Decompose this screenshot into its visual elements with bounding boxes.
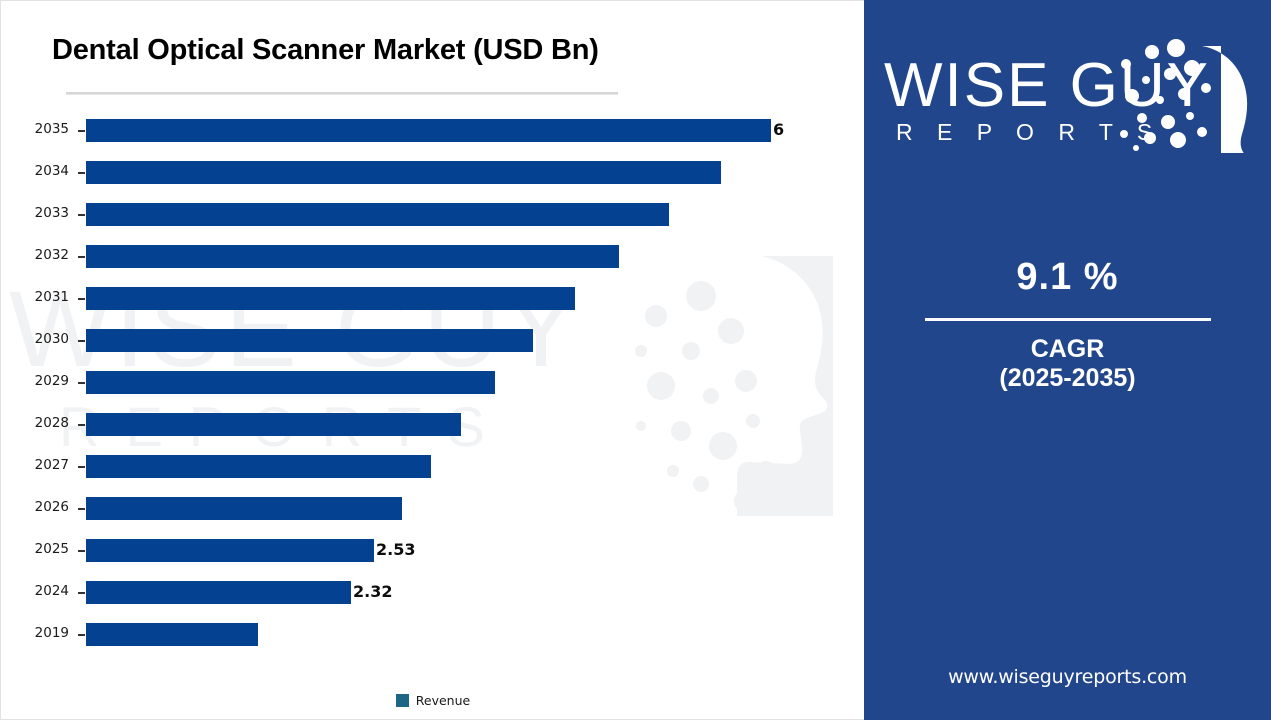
bar-row: 2028 bbox=[1, 403, 864, 445]
y-axis-label: 2033 bbox=[34, 205, 69, 221]
bar-revenue[interactable] bbox=[86, 454, 431, 478]
y-axis-label: 2034 bbox=[34, 163, 69, 179]
y-axis-label: 2035 bbox=[34, 121, 69, 137]
bar-revenue[interactable] bbox=[86, 538, 374, 562]
chart-panel: Dental Optical Scanner Market (USD Bn) W… bbox=[0, 0, 864, 720]
bar-row: 2024 2.32 bbox=[1, 571, 864, 613]
bar-revenue[interactable] bbox=[86, 286, 575, 310]
chart-legend: Revenue bbox=[1, 693, 864, 708]
y-axis-tick bbox=[78, 550, 85, 552]
cagr-block: 9.1 % CAGR (2025-2035) bbox=[864, 256, 1271, 394]
cagr-label-line1: CAGR bbox=[1030, 334, 1105, 363]
y-axis-tick bbox=[78, 466, 85, 468]
page-title: Dental Optical Scanner Market (USD Bn) bbox=[52, 34, 599, 66]
y-axis-label: 2032 bbox=[34, 247, 69, 263]
bar-revenue[interactable] bbox=[86, 622, 258, 646]
cagr-label-line2: (2025-2035) bbox=[999, 364, 1136, 393]
bar-row: 2025 2.53 bbox=[1, 529, 864, 571]
y-axis-tick bbox=[78, 340, 85, 342]
legend-swatch-revenue bbox=[395, 694, 409, 707]
website-url[interactable]: www.wiseguyreports.com bbox=[948, 666, 1187, 688]
logo-wordmark-primary: WISE GUY bbox=[884, 51, 1210, 120]
y-axis-label: 2024 bbox=[34, 583, 69, 599]
bar-row: 2035 6 bbox=[1, 109, 864, 151]
y-axis-label: 2028 bbox=[34, 415, 69, 431]
y-axis-label: 2030 bbox=[34, 331, 69, 347]
y-axis-label: 2019 bbox=[34, 625, 69, 641]
bar-revenue[interactable] bbox=[86, 202, 669, 226]
plot-area: 2035 6 2034 2033 2032 2031 2030 2029 2028 2027 202… bbox=[1, 109, 864, 654]
bar-row: 2032 bbox=[1, 235, 864, 277]
y-axis-label: 2025 bbox=[34, 541, 69, 557]
bar-row: 2031 bbox=[1, 277, 864, 319]
bar-revenue[interactable] bbox=[86, 496, 402, 520]
y-axis-tick bbox=[78, 592, 85, 594]
y-axis-tick bbox=[78, 172, 85, 174]
y-axis-label: 2026 bbox=[34, 499, 69, 515]
y-axis-tick bbox=[78, 382, 85, 384]
cagr-value: 9.1 % bbox=[1016, 256, 1119, 298]
cagr-divider bbox=[924, 317, 1211, 321]
dotted-head-profile-icon bbox=[1120, 39, 1251, 238]
bar-revenue[interactable] bbox=[86, 160, 721, 184]
bar-revenue[interactable] bbox=[86, 118, 771, 142]
bar-value-label: 2.32 bbox=[353, 582, 393, 601]
bar-row: 2034 bbox=[1, 151, 864, 193]
bar-value-label: 6 bbox=[773, 120, 785, 139]
brand-logo: WISE GUY R E P O R T S bbox=[884, 38, 1254, 238]
y-axis-tick bbox=[78, 256, 85, 258]
logo-wordmark-secondary: R E P O R T S bbox=[896, 119, 1161, 145]
bar-row: 2027 bbox=[1, 445, 864, 487]
bar-revenue[interactable] bbox=[86, 244, 619, 268]
y-axis-tick bbox=[78, 634, 85, 636]
y-axis-tick bbox=[78, 508, 85, 510]
bar-row: 2026 bbox=[1, 487, 864, 529]
bar-revenue[interactable] bbox=[86, 328, 533, 352]
y-axis-tick bbox=[78, 214, 85, 216]
sidebar-panel: WISE GUY R E P O R T S 9.1 % bbox=[864, 0, 1271, 720]
title-divider bbox=[66, 92, 618, 95]
y-axis-label: 2029 bbox=[34, 373, 69, 389]
y-axis-tick bbox=[78, 424, 85, 426]
bar-row: 2030 bbox=[1, 319, 864, 361]
bar-row: 2029 bbox=[1, 361, 864, 403]
bar-revenue[interactable] bbox=[86, 580, 351, 604]
y-axis-tick bbox=[78, 298, 85, 300]
bar-row: 2033 bbox=[1, 193, 864, 235]
bar-row: 2019 bbox=[1, 613, 864, 655]
y-axis-tick bbox=[78, 130, 85, 132]
y-axis-label: 2031 bbox=[34, 289, 69, 305]
bar-revenue[interactable] bbox=[86, 412, 461, 436]
legend-label-revenue: Revenue bbox=[415, 693, 471, 708]
y-axis-label: 2027 bbox=[34, 457, 69, 473]
bar-value-label: 2.53 bbox=[376, 540, 416, 559]
bar-revenue[interactable] bbox=[86, 370, 495, 394]
